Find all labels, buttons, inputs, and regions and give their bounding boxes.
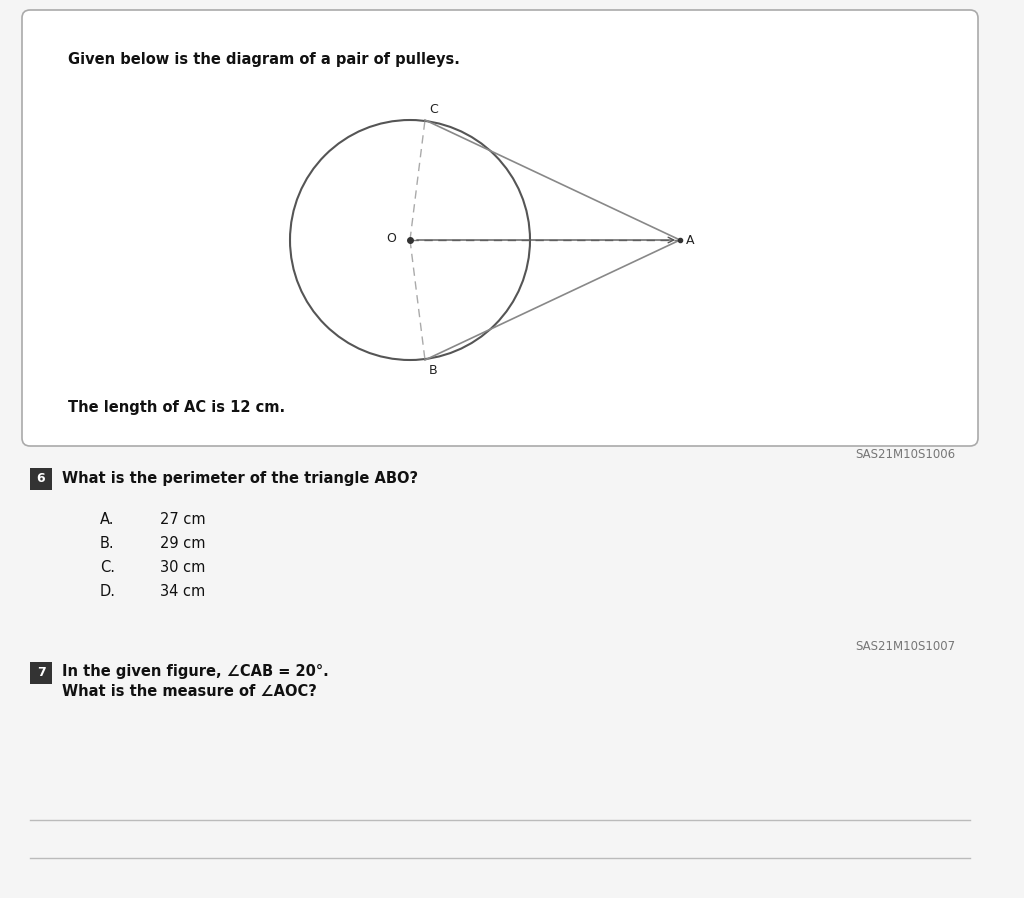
FancyBboxPatch shape (30, 468, 52, 490)
Text: In the given figure, ∠CAB = 20°.: In the given figure, ∠CAB = 20°. (62, 664, 329, 679)
Text: B.: B. (100, 536, 115, 551)
Text: Given below is the diagram of a pair of pulleys.: Given below is the diagram of a pair of … (68, 52, 460, 67)
Text: C.: C. (100, 560, 115, 575)
Text: B: B (429, 364, 437, 377)
Text: What is the measure of ∠AOC?: What is the measure of ∠AOC? (62, 684, 316, 699)
Text: 29 cm: 29 cm (160, 536, 206, 551)
Text: A: A (686, 233, 694, 246)
Text: 7: 7 (37, 666, 45, 680)
Text: A.: A. (100, 512, 115, 527)
Text: D.: D. (100, 584, 116, 599)
Text: 27 cm: 27 cm (160, 512, 206, 527)
Text: 6: 6 (37, 472, 45, 486)
Text: SAS21M10S1006: SAS21M10S1006 (855, 448, 955, 461)
Text: What is the perimeter of the triangle ABO?: What is the perimeter of the triangle AB… (62, 471, 418, 487)
FancyBboxPatch shape (30, 662, 52, 684)
FancyBboxPatch shape (22, 10, 978, 446)
Text: C: C (429, 103, 437, 116)
Text: SAS21M10S1007: SAS21M10S1007 (855, 640, 955, 653)
Text: 30 cm: 30 cm (160, 560, 206, 575)
Text: 34 cm: 34 cm (160, 584, 205, 599)
Text: O: O (386, 232, 396, 244)
Text: The length of AC is 12 cm.: The length of AC is 12 cm. (68, 400, 285, 415)
